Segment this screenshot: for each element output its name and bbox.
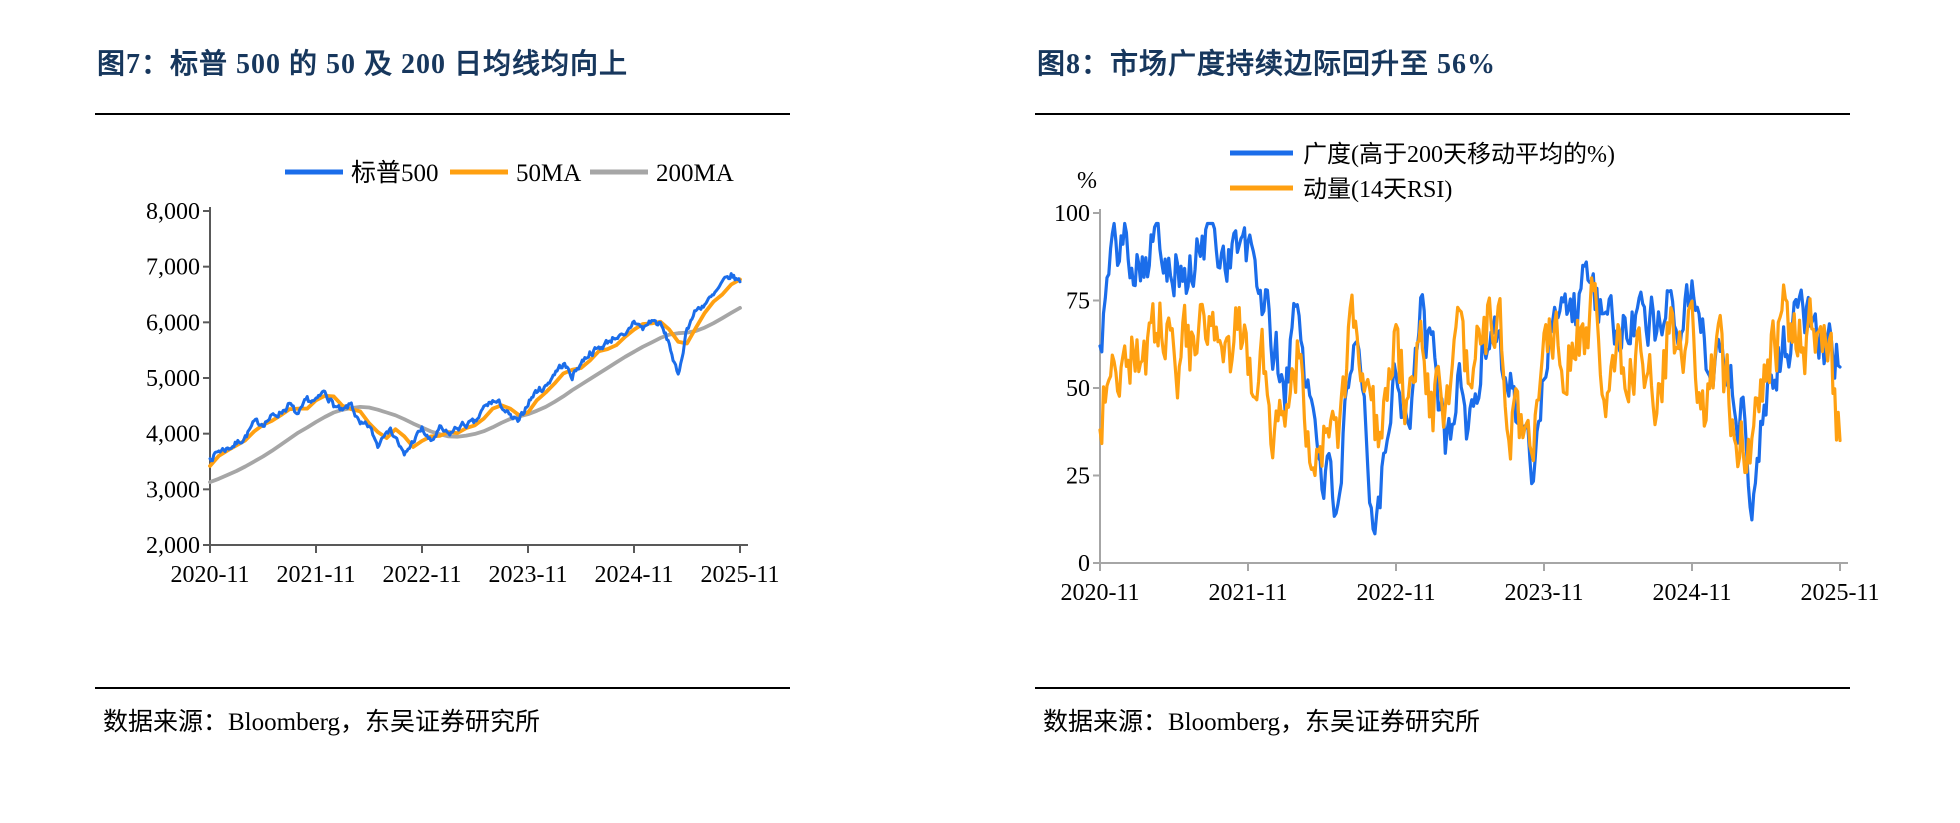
y-tick-label: 50 [1066, 376, 1090, 402]
y-tick-label: 25 [1066, 464, 1090, 490]
figure-8-source-rule [1035, 687, 1850, 689]
x-tick-label: 2020-11 [170, 562, 249, 588]
figure-8-title-rule [1035, 113, 1850, 115]
x-tick-label: 2023-11 [1504, 580, 1583, 606]
y-tick-label: 5,000 [146, 366, 200, 392]
figure-7-title-rule [95, 113, 790, 115]
x-tick-label: 2025-11 [1800, 580, 1879, 606]
y-tick-label: 7,000 [146, 255, 200, 281]
y-tick-label: 100 [1054, 201, 1090, 227]
legend-label-2: 200MA [656, 160, 734, 187]
x-tick-label: 2025-11 [700, 562, 779, 588]
y-tick-label: 4,000 [146, 422, 200, 448]
x-tick-label: 2022-11 [382, 562, 461, 588]
y-tick-label: 75 [1066, 289, 1090, 315]
x-tick-label: 2021-11 [1208, 580, 1287, 606]
y-tick-label: 6,000 [146, 310, 200, 336]
legend-label-0: 广度(高于200天移动平均的%) [1303, 141, 1615, 168]
figure-7-title: 图7：标普 500 的 50 及 200 日均线均向上 [97, 49, 629, 80]
figure-7-source: 数据来源：Bloomberg，东吴证券研究所 [103, 709, 541, 736]
x-tick-label: 2024-11 [594, 562, 673, 588]
figure-8-source: 数据来源：Bloomberg，东吴证券研究所 [1043, 709, 1481, 736]
y-tick-label: 0 [1078, 551, 1090, 577]
x-tick-label: 2021-11 [276, 562, 355, 588]
legend-label-1: 动量(14天RSI) [1303, 176, 1452, 203]
y-tick-label: 2,000 [146, 533, 200, 559]
series-line-0 [208, 272, 742, 463]
y-tick-label: 8,000 [146, 199, 200, 225]
figure-8-title: 图8：市场广度持续边际回升至 56% [1037, 49, 1497, 80]
x-tick-label: 2020-11 [1060, 580, 1139, 606]
market-breadth-momentum-chart: 0 25 50 75 100 2020-11 2021-11 2022-11 2023-11 20… [1054, 141, 1880, 606]
figure-7-source-rule [95, 687, 790, 689]
x-tick-label: 2024-11 [1652, 580, 1731, 606]
y-axis-unit-label: % [1077, 168, 1097, 194]
x-tick-label: 2022-11 [1356, 580, 1435, 606]
series-line-1 [1098, 276, 1842, 478]
y-tick-label: 3,000 [146, 477, 200, 503]
sp500-moving-average-chart: 2,000 3,000 4,000 5,000 6,000 7,000 8,000 2020-… [146, 159, 780, 588]
x-tick-label: 2023-11 [488, 562, 567, 588]
legend-label-0: 标普500 [351, 159, 439, 187]
legend-label-1: 50MA [516, 160, 581, 187]
series-line-2 [208, 305, 742, 485]
